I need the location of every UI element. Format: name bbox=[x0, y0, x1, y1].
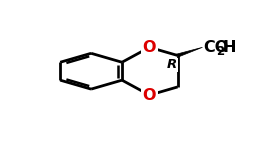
Text: O: O bbox=[143, 88, 156, 103]
Text: CO: CO bbox=[203, 40, 229, 55]
Text: H: H bbox=[223, 40, 236, 55]
Text: 2: 2 bbox=[217, 45, 225, 58]
Polygon shape bbox=[176, 47, 203, 57]
Text: R: R bbox=[167, 58, 177, 71]
Text: O: O bbox=[143, 40, 156, 55]
